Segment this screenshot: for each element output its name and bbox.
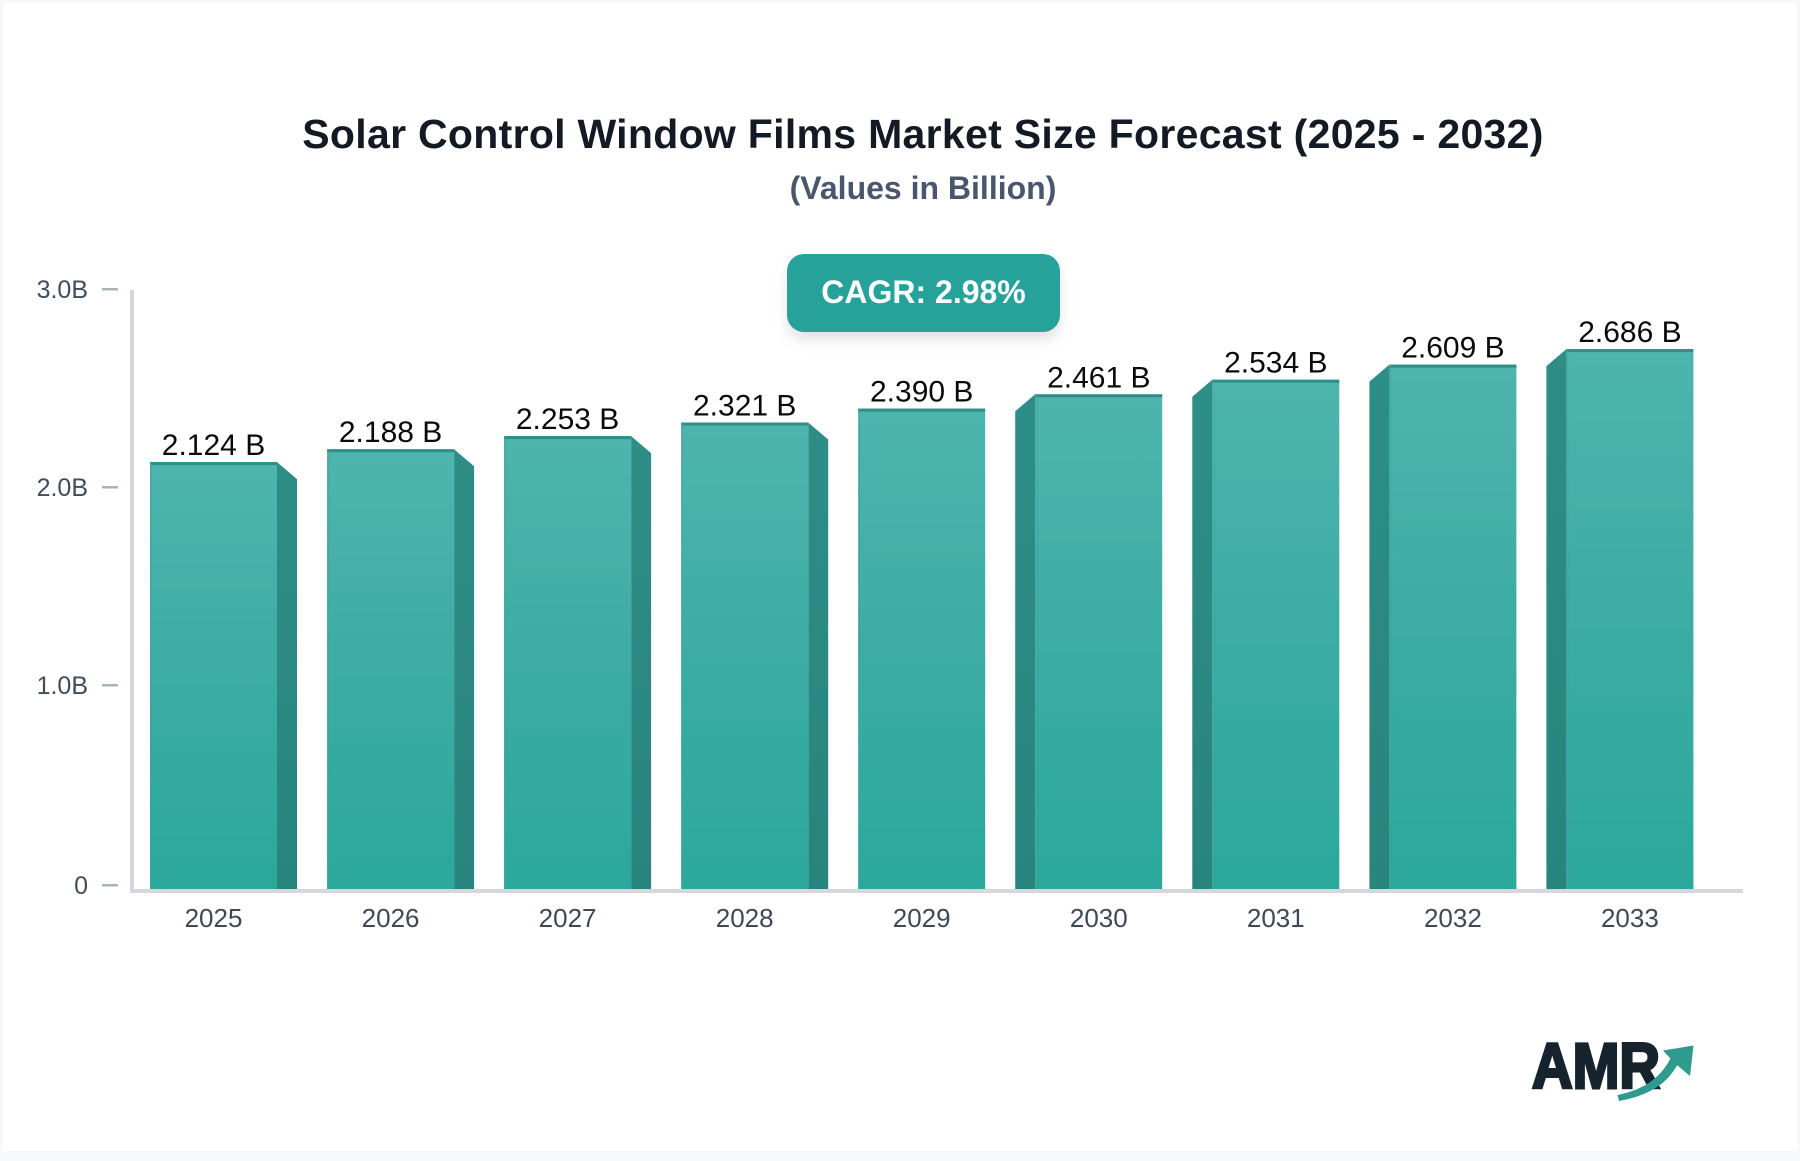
svg-text:0: 0 <box>74 872 88 900</box>
svg-text:2031: 2031 <box>1247 903 1305 933</box>
svg-text:2033: 2033 <box>1601 903 1659 933</box>
svg-text:2.188 B: 2.188 B <box>339 416 442 449</box>
svg-text:1.0B: 1.0B <box>37 672 88 700</box>
svg-text:2028: 2028 <box>716 903 774 933</box>
svg-text:2.534 B: 2.534 B <box>1224 347 1327 380</box>
svg-text:2026: 2026 <box>362 903 420 933</box>
svg-text:CAGR: 2.98%: CAGR: 2.98% <box>821 274 1026 310</box>
svg-text:2029: 2029 <box>893 903 951 933</box>
svg-text:2.461 B: 2.461 B <box>1047 361 1150 394</box>
svg-text:3.0B: 3.0B <box>37 276 88 304</box>
svg-text:2027: 2027 <box>539 903 597 933</box>
svg-text:(Values in Billion): (Values in Billion) <box>790 170 1057 206</box>
svg-text:2.321 B: 2.321 B <box>693 390 796 423</box>
svg-text:2.686 B: 2.686 B <box>1578 316 1681 349</box>
svg-text:2030: 2030 <box>1070 903 1128 933</box>
svg-text:Solar Control Window Films Mar: Solar Control Window Films Market Size F… <box>302 111 1543 157</box>
svg-text:2.124 B: 2.124 B <box>162 429 265 462</box>
svg-text:2.253 B: 2.253 B <box>516 403 619 436</box>
svg-text:2032: 2032 <box>1424 903 1482 933</box>
svg-text:2025: 2025 <box>185 903 243 933</box>
svg-text:2.390 B: 2.390 B <box>870 376 973 409</box>
svg-text:2.0B: 2.0B <box>37 474 88 502</box>
svg-text:2.609 B: 2.609 B <box>1401 332 1504 365</box>
